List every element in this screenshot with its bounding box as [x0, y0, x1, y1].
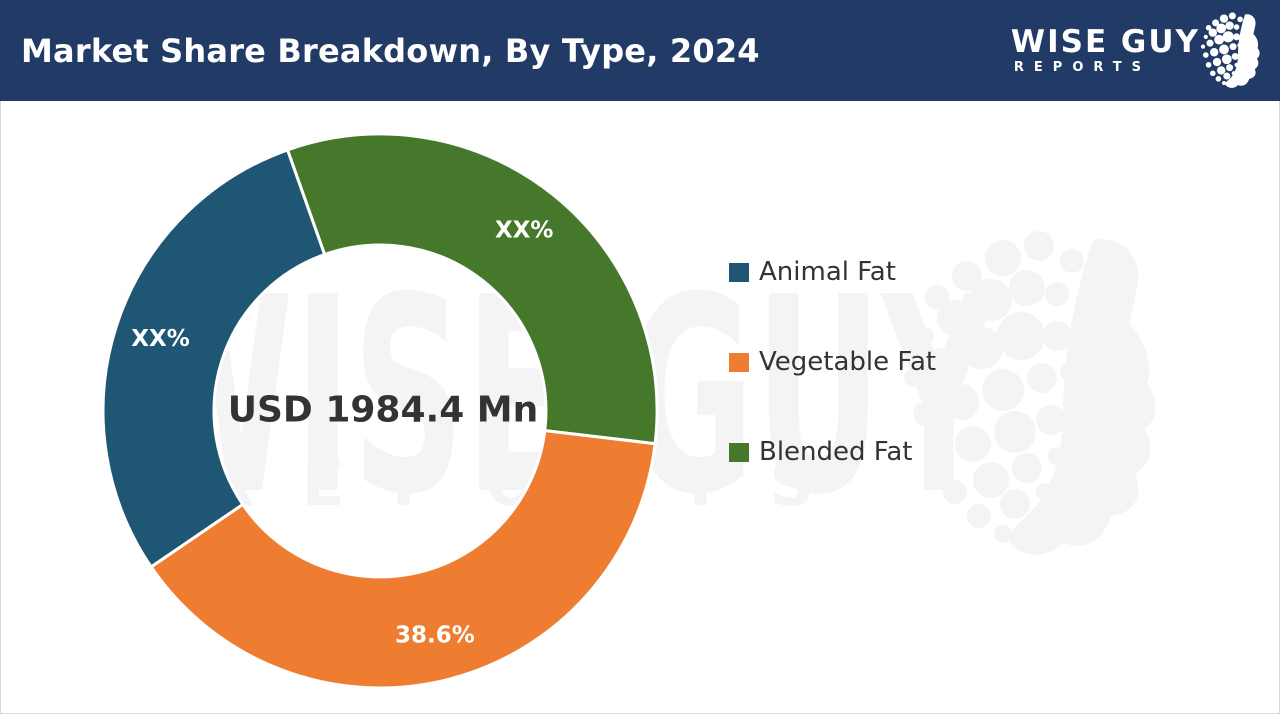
donut-slice-blended-fat — [286, 132, 659, 446]
donut-chart: XX% 38.6% XX% — [101, 132, 659, 690]
slice-label: 38.6% — [395, 622, 475, 648]
legend-label: Animal Fat — [759, 257, 896, 287]
slice-label: XX% — [495, 218, 554, 244]
legend-label: Blended Fat — [759, 437, 913, 467]
legend-item-vegetable-fat: Vegetable Fat — [729, 343, 936, 381]
chart-area: WISE GUY REPORTS XX%38.6%XX% USD 1984.4 … — [0, 101, 1280, 714]
donut-slice-vegetable-fat — [149, 429, 657, 690]
chart-legend: Animal Fat Vegetable Fat Blended Fat — [729, 253, 936, 523]
page-title: Market Share Breakdown, By Type, 2024 — [21, 31, 760, 70]
legend-item-animal-fat: Animal Fat — [729, 253, 936, 291]
slice-label: XX% — [131, 326, 190, 352]
logo-text: WISE GUY REPORTS — [1010, 24, 1200, 75]
wiseguy-logo: WISE GUY REPORTS — [1011, 10, 1266, 91]
logo-wordmark: WISE GUY — [1010, 24, 1200, 60]
watermark-subtext: REPORTS — [206, 453, 862, 515]
logo-subtext: REPORTS — [1013, 60, 1152, 75]
legend-swatch — [729, 352, 749, 372]
header-bar: Market Share Breakdown, By Type, 2024 WI… — [0, 0, 1280, 101]
wiseguy-face-icon — [1200, 12, 1260, 88]
legend-swatch — [729, 442, 749, 462]
legend-item-blended-fat: Blended Fat — [729, 433, 936, 471]
legend-swatch — [729, 262, 749, 282]
chart-center-value: USD 1984.4 Mn — [227, 389, 539, 431]
donut-slice-animal-fat — [101, 148, 327, 569]
legend-label: Vegetable Fat — [759, 347, 937, 377]
